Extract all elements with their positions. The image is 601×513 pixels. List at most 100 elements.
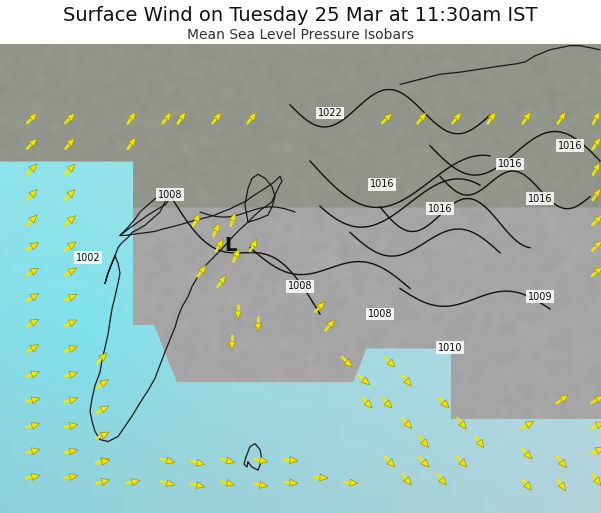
Polygon shape xyxy=(558,112,566,121)
Text: 1016: 1016 xyxy=(558,141,582,151)
Polygon shape xyxy=(594,241,601,249)
Polygon shape xyxy=(193,213,200,222)
Text: 1009: 1009 xyxy=(528,292,552,302)
Polygon shape xyxy=(69,294,77,301)
Polygon shape xyxy=(595,396,601,403)
Polygon shape xyxy=(128,137,136,146)
Polygon shape xyxy=(290,479,298,486)
Polygon shape xyxy=(596,447,601,454)
Polygon shape xyxy=(31,397,40,404)
Polygon shape xyxy=(67,215,76,224)
Polygon shape xyxy=(30,268,38,275)
Polygon shape xyxy=(441,400,449,408)
Polygon shape xyxy=(69,397,78,404)
Polygon shape xyxy=(67,138,75,146)
Polygon shape xyxy=(128,112,136,121)
Polygon shape xyxy=(344,359,352,367)
Polygon shape xyxy=(593,162,600,171)
Polygon shape xyxy=(166,457,175,464)
Polygon shape xyxy=(101,458,109,465)
Polygon shape xyxy=(439,477,447,485)
Polygon shape xyxy=(404,477,412,485)
Polygon shape xyxy=(68,242,76,249)
Polygon shape xyxy=(198,265,206,274)
Polygon shape xyxy=(30,345,38,352)
Text: 1016: 1016 xyxy=(498,159,522,169)
Polygon shape xyxy=(69,371,78,378)
Polygon shape xyxy=(69,320,77,327)
Polygon shape xyxy=(596,422,601,429)
Polygon shape xyxy=(67,164,75,172)
Polygon shape xyxy=(31,371,40,378)
Text: 1016: 1016 xyxy=(528,194,552,204)
Polygon shape xyxy=(317,302,325,310)
Polygon shape xyxy=(524,451,532,459)
Polygon shape xyxy=(558,482,566,491)
Polygon shape xyxy=(254,323,261,331)
Polygon shape xyxy=(454,112,462,121)
Polygon shape xyxy=(196,459,205,466)
Polygon shape xyxy=(290,457,298,464)
Text: L: L xyxy=(224,236,236,255)
Polygon shape xyxy=(459,459,467,467)
Polygon shape xyxy=(326,320,334,328)
Polygon shape xyxy=(213,112,221,121)
Polygon shape xyxy=(250,239,257,248)
Polygon shape xyxy=(69,448,78,455)
Polygon shape xyxy=(69,346,78,352)
Text: 1016: 1016 xyxy=(428,204,452,214)
Polygon shape xyxy=(364,400,372,408)
Text: 1010: 1010 xyxy=(438,343,462,353)
Polygon shape xyxy=(593,137,601,146)
Polygon shape xyxy=(234,311,242,319)
Polygon shape xyxy=(384,113,392,121)
Polygon shape xyxy=(260,457,268,464)
Polygon shape xyxy=(476,439,484,448)
Polygon shape xyxy=(218,275,226,284)
Text: 1008: 1008 xyxy=(157,190,182,200)
Polygon shape xyxy=(593,477,601,486)
Polygon shape xyxy=(421,439,429,447)
Polygon shape xyxy=(488,112,496,121)
Polygon shape xyxy=(384,400,392,408)
Polygon shape xyxy=(230,212,236,222)
Polygon shape xyxy=(29,139,37,147)
Polygon shape xyxy=(30,319,38,326)
Polygon shape xyxy=(67,113,75,121)
Text: Mean Sea Level Pressure Isobars: Mean Sea Level Pressure Isobars xyxy=(187,28,414,42)
Polygon shape xyxy=(404,378,412,386)
Polygon shape xyxy=(233,249,239,258)
Polygon shape xyxy=(69,473,78,481)
Polygon shape xyxy=(523,482,531,490)
Polygon shape xyxy=(593,111,600,120)
Polygon shape xyxy=(216,239,223,248)
Text: 1022: 1022 xyxy=(317,108,343,118)
Polygon shape xyxy=(101,479,109,485)
Polygon shape xyxy=(100,380,108,387)
Polygon shape xyxy=(361,377,370,385)
Polygon shape xyxy=(30,243,38,250)
Polygon shape xyxy=(31,448,40,455)
Polygon shape xyxy=(523,112,531,121)
Polygon shape xyxy=(178,112,186,121)
Polygon shape xyxy=(30,293,38,301)
Polygon shape xyxy=(99,353,107,361)
Polygon shape xyxy=(226,480,234,486)
Polygon shape xyxy=(525,421,534,428)
Polygon shape xyxy=(320,474,328,481)
Polygon shape xyxy=(594,215,601,223)
Polygon shape xyxy=(421,459,429,467)
Polygon shape xyxy=(419,112,427,121)
Polygon shape xyxy=(558,459,566,468)
Polygon shape xyxy=(68,268,77,275)
Polygon shape xyxy=(163,112,171,121)
Polygon shape xyxy=(29,189,37,198)
Polygon shape xyxy=(100,432,109,439)
Polygon shape xyxy=(67,189,75,198)
Polygon shape xyxy=(560,395,568,403)
Polygon shape xyxy=(69,422,78,429)
Polygon shape xyxy=(29,113,37,121)
Polygon shape xyxy=(166,480,175,486)
Polygon shape xyxy=(249,112,257,121)
Text: Surface Wind on Tuesday 25 Mar at 11:30am IST: Surface Wind on Tuesday 25 Mar at 11:30a… xyxy=(63,6,538,25)
